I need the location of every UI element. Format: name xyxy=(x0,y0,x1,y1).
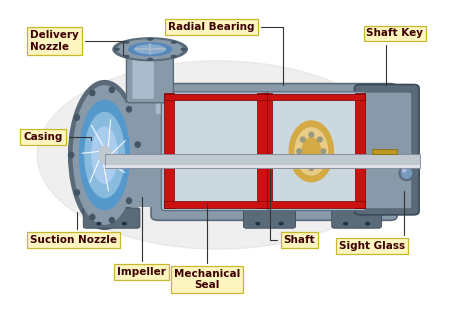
Ellipse shape xyxy=(321,149,326,154)
FancyBboxPatch shape xyxy=(164,94,267,100)
Ellipse shape xyxy=(309,132,314,137)
FancyBboxPatch shape xyxy=(355,85,419,215)
FancyBboxPatch shape xyxy=(83,208,140,228)
FancyBboxPatch shape xyxy=(355,93,365,208)
Ellipse shape xyxy=(172,55,176,57)
FancyBboxPatch shape xyxy=(372,149,397,154)
Ellipse shape xyxy=(122,223,126,225)
Ellipse shape xyxy=(318,161,322,166)
Text: Suction Nozzle: Suction Nozzle xyxy=(30,212,117,245)
FancyBboxPatch shape xyxy=(132,51,154,99)
Ellipse shape xyxy=(127,107,132,112)
Text: Radial Bearing: Radial Bearing xyxy=(168,22,283,85)
Ellipse shape xyxy=(256,223,260,225)
FancyBboxPatch shape xyxy=(244,208,295,228)
Ellipse shape xyxy=(148,58,153,60)
Ellipse shape xyxy=(69,152,74,158)
Text: Delivery
Nozzle: Delivery Nozzle xyxy=(30,30,123,55)
Ellipse shape xyxy=(135,142,140,147)
FancyBboxPatch shape xyxy=(105,165,420,168)
Text: Mechanical
Seal: Mechanical Seal xyxy=(173,203,240,290)
Ellipse shape xyxy=(109,218,114,223)
Ellipse shape xyxy=(399,166,414,180)
Ellipse shape xyxy=(297,149,301,154)
Ellipse shape xyxy=(92,127,118,183)
Ellipse shape xyxy=(135,45,165,54)
FancyBboxPatch shape xyxy=(164,202,267,208)
Ellipse shape xyxy=(127,198,132,203)
FancyBboxPatch shape xyxy=(262,93,272,208)
Ellipse shape xyxy=(80,100,130,210)
Text: Impeller: Impeller xyxy=(118,197,166,277)
FancyBboxPatch shape xyxy=(264,98,361,206)
Ellipse shape xyxy=(74,115,80,120)
Text: Shaft Key: Shaft Key xyxy=(366,29,423,85)
FancyBboxPatch shape xyxy=(332,209,382,228)
FancyBboxPatch shape xyxy=(151,84,397,220)
Text: Sight Glass: Sight Glass xyxy=(338,191,405,251)
FancyBboxPatch shape xyxy=(262,202,365,208)
FancyBboxPatch shape xyxy=(259,92,366,210)
Ellipse shape xyxy=(129,43,172,56)
Ellipse shape xyxy=(113,38,187,61)
Ellipse shape xyxy=(109,87,114,92)
FancyBboxPatch shape xyxy=(105,103,167,207)
Ellipse shape xyxy=(301,161,305,166)
Text: Casing: Casing xyxy=(23,132,91,142)
FancyBboxPatch shape xyxy=(127,48,173,103)
Ellipse shape xyxy=(295,128,328,175)
FancyBboxPatch shape xyxy=(155,93,392,114)
Ellipse shape xyxy=(302,138,320,165)
Ellipse shape xyxy=(402,169,406,172)
Ellipse shape xyxy=(309,166,314,171)
Ellipse shape xyxy=(85,113,124,197)
FancyBboxPatch shape xyxy=(257,93,267,208)
Ellipse shape xyxy=(90,90,95,95)
FancyBboxPatch shape xyxy=(105,154,420,168)
Ellipse shape xyxy=(73,86,136,224)
Ellipse shape xyxy=(181,48,186,50)
FancyBboxPatch shape xyxy=(164,93,174,208)
Ellipse shape xyxy=(114,48,119,50)
FancyBboxPatch shape xyxy=(360,93,411,208)
Ellipse shape xyxy=(148,38,153,40)
Ellipse shape xyxy=(172,41,176,43)
Ellipse shape xyxy=(90,215,95,220)
Ellipse shape xyxy=(74,190,80,195)
Ellipse shape xyxy=(366,223,370,225)
FancyBboxPatch shape xyxy=(161,92,269,210)
FancyBboxPatch shape xyxy=(166,98,264,206)
Ellipse shape xyxy=(279,223,283,225)
Ellipse shape xyxy=(37,61,400,249)
Ellipse shape xyxy=(97,223,100,225)
Ellipse shape xyxy=(401,168,411,178)
Ellipse shape xyxy=(118,40,182,59)
Ellipse shape xyxy=(124,41,129,43)
Ellipse shape xyxy=(124,55,129,57)
FancyBboxPatch shape xyxy=(262,94,365,100)
Ellipse shape xyxy=(344,223,347,225)
Text: Shaft: Shaft xyxy=(270,170,315,245)
Ellipse shape xyxy=(289,121,333,182)
Ellipse shape xyxy=(318,137,322,142)
Ellipse shape xyxy=(99,146,110,164)
Ellipse shape xyxy=(69,81,141,229)
Ellipse shape xyxy=(301,137,305,142)
